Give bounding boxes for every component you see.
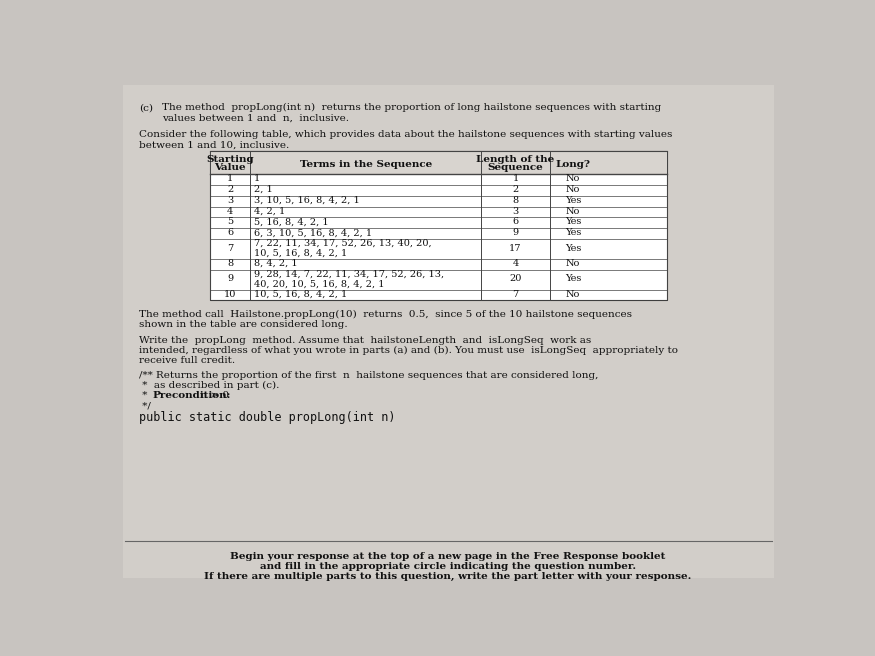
Text: 7: 7 (513, 290, 519, 299)
Text: *  as described in part (c).: * as described in part (c). (139, 381, 279, 390)
Text: Write the  propLong  method. Assume that  hailstoneLength  and  isLongSeq  work : Write the propLong method. Assume that h… (139, 336, 592, 345)
Text: 4: 4 (228, 207, 234, 216)
Text: Begin your response at the top of a new page in the Free Response booklet: Begin your response at the top of a new … (230, 552, 666, 562)
Text: 4: 4 (513, 259, 519, 268)
Text: 5, 16, 8, 4, 2, 1: 5, 16, 8, 4, 2, 1 (254, 217, 328, 226)
Text: Value: Value (214, 163, 246, 173)
Text: 4, 2, 1: 4, 2, 1 (254, 207, 284, 216)
Text: 3, 10, 5, 16, 8, 4, 2, 1: 3, 10, 5, 16, 8, 4, 2, 1 (254, 196, 360, 205)
Text: 1: 1 (254, 174, 260, 183)
Text: 2, 1: 2, 1 (254, 185, 272, 194)
Text: Starting: Starting (206, 155, 254, 164)
Text: Sequence: Sequence (487, 163, 543, 173)
Bar (210, 151, 668, 300)
Text: 7, 22, 11, 34, 17, 52, 26, 13, 40, 20,
10, 5, 16, 8, 4, 2, 1: 7, 22, 11, 34, 17, 52, 26, 13, 40, 20, 1… (254, 238, 431, 258)
Text: */: */ (139, 401, 150, 411)
Text: No: No (565, 174, 580, 183)
Text: values between 1 and  n,  inclusive.: values between 1 and n, inclusive. (162, 114, 349, 123)
Text: 1: 1 (228, 174, 234, 183)
Text: 1: 1 (513, 174, 519, 183)
Text: (c): (c) (139, 104, 153, 112)
Text: /** Returns the proportion of the first  n  hailstone sequences that are conside: /** Returns the proportion of the first … (139, 371, 598, 380)
Text: 10, 5, 16, 8, 4, 2, 1: 10, 5, 16, 8, 4, 2, 1 (254, 290, 346, 299)
Text: 10: 10 (224, 290, 236, 299)
Text: Yes: Yes (564, 196, 581, 205)
Text: intended, regardless of what you wrote in parts (a) and (b). You must use  isLon: intended, regardless of what you wrote i… (139, 346, 678, 355)
Text: between 1 and 10, inclusive.: between 1 and 10, inclusive. (139, 140, 289, 150)
Text: No: No (565, 207, 580, 216)
Text: *: * (139, 392, 154, 400)
Text: n > 0: n > 0 (194, 392, 229, 400)
Text: 9: 9 (228, 274, 234, 283)
Text: No: No (565, 185, 580, 194)
Bar (210, 151, 668, 174)
Text: Yes: Yes (564, 243, 581, 253)
Text: Terms in the Sequence: Terms in the Sequence (300, 159, 432, 169)
Text: The method call  Hailstone.propLong(10)  returns  0.5,  since 5 of the 10 hailst: The method call Hailstone.propLong(10) r… (139, 310, 632, 319)
Text: 5: 5 (228, 217, 234, 226)
Text: shown in the table are considered long.: shown in the table are considered long. (139, 319, 347, 329)
Text: Yes: Yes (564, 217, 581, 226)
Text: Yes: Yes (564, 274, 581, 283)
Text: 9, 28, 14, 7, 22, 11, 34, 17, 52, 26, 13,
40, 20, 10, 5, 16, 8, 4, 2, 1: 9, 28, 14, 7, 22, 11, 34, 17, 52, 26, 13… (254, 269, 444, 289)
Text: 6: 6 (513, 217, 519, 226)
Text: If there are multiple parts to this question, write the part letter with your re: If there are multiple parts to this ques… (205, 572, 692, 581)
Text: receive full credit.: receive full credit. (139, 356, 235, 365)
Text: 6: 6 (228, 228, 234, 237)
Text: 2: 2 (513, 185, 519, 194)
Text: 6, 3, 10, 5, 16, 8, 4, 2, 1: 6, 3, 10, 5, 16, 8, 4, 2, 1 (254, 228, 372, 237)
Text: 8: 8 (513, 196, 519, 205)
Text: 2: 2 (228, 185, 234, 194)
Text: No: No (565, 259, 580, 268)
Text: Length of the: Length of the (476, 155, 555, 164)
Text: 17: 17 (509, 243, 522, 253)
Text: The method  propLong(int n)  returns the proportion of long hailstone sequences : The method propLong(int n) returns the p… (162, 104, 662, 112)
Text: No: No (565, 290, 580, 299)
Text: Precondition:: Precondition: (152, 392, 230, 400)
Text: 3: 3 (228, 196, 234, 205)
Text: 8, 4, 2, 1: 8, 4, 2, 1 (254, 259, 298, 268)
Text: 3: 3 (513, 207, 519, 216)
Text: Yes: Yes (564, 228, 581, 237)
Text: public static double propLong(int n): public static double propLong(int n) (139, 411, 396, 424)
Text: Consider the following table, which provides data about the hailstone sequences : Consider the following table, which prov… (139, 129, 672, 138)
Text: and fill in the appropriate circle indicating the question number.: and fill in the appropriate circle indic… (260, 562, 636, 571)
Text: 20: 20 (509, 274, 522, 283)
Text: 8: 8 (228, 259, 234, 268)
Text: 7: 7 (228, 243, 234, 253)
Text: 9: 9 (513, 228, 519, 237)
Text: Long?: Long? (556, 159, 591, 169)
